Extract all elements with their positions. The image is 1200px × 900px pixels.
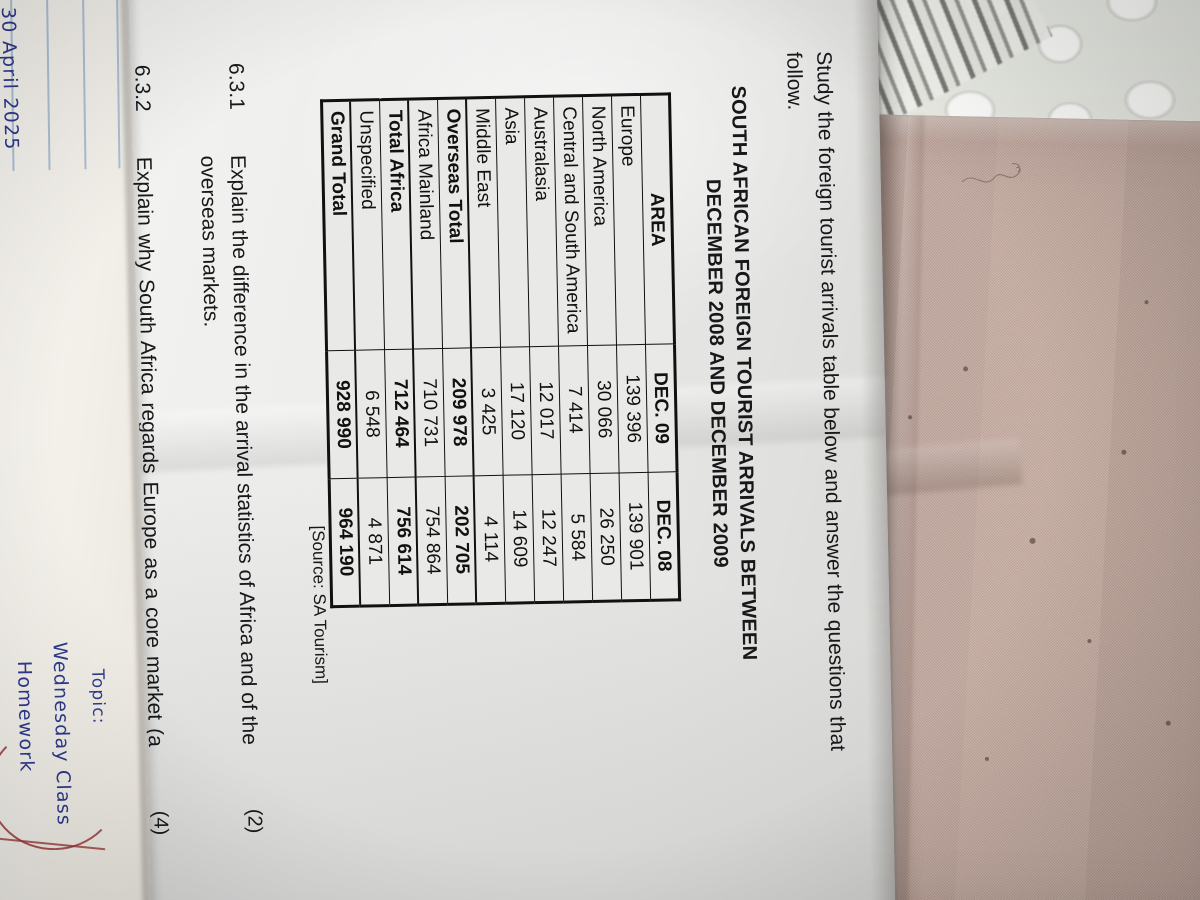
column-header-dec09: DEC. 09 (645, 343, 678, 473)
table-title: SOUTH AFRICAN FOREIGN TOURIST ARRIVALS B… (701, 85, 761, 661)
instruction-text: Study the foreign tourist arrivals table… (782, 51, 850, 752)
cell-area: Central and South America (553, 95, 588, 347)
cell-dec08: 5 584 (561, 473, 593, 603)
sub-question-632-marks: (4) (149, 810, 172, 836)
worksheet-page: 3 Study the foreign tourist arrivals tab… (71, 0, 898, 900)
red-annotation-circle (0, 724, 122, 852)
cell-area: North America (582, 95, 617, 346)
cell-area: Total Africa (379, 99, 414, 350)
cell-dec09: 17 120 (500, 346, 533, 476)
cell-dec09: 209 978 (442, 347, 475, 477)
sub-question-631-marks: (2) (243, 808, 266, 834)
table-source: [Source: SA Tourism] (308, 525, 331, 685)
cell-dec08: 26 250 (590, 472, 622, 602)
fabric-speck (1165, 720, 1171, 726)
cell-dec08: 139 901 (619, 472, 651, 601)
cell-dec09: 6 548 (355, 349, 388, 479)
column-header-dec08: DEC. 08 (648, 471, 680, 601)
cell-dec09: 7 414 (558, 345, 591, 475)
cell-area: Unspecified (350, 99, 385, 351)
fabric-speck (1144, 300, 1149, 305)
cell-area: Middle East (466, 97, 501, 348)
cell-dec09: 30 066 (587, 344, 620, 474)
cell-dec08: 202 705 (445, 475, 477, 605)
cell-dec09: 139 396 (616, 344, 649, 473)
notebook-page: 30 April 2025 Homework Wednesday Class T… (0, 0, 152, 900)
worksheet-content: 3 Study the foreign tourist arrivals tab… (71, 0, 895, 900)
fabric-speck (1087, 639, 1092, 644)
sub-question-631-label: 6.3.1 (224, 62, 249, 110)
cell-dec08: 964 190 (329, 478, 361, 607)
fabric-speck (1121, 449, 1127, 455)
cell-dec09: 928 990 (326, 350, 359, 479)
cell-area: Asia (495, 96, 530, 348)
cell-area: Grand Total (321, 100, 356, 351)
cell-dec08: 756 614 (387, 477, 419, 606)
cell-area: Overseas Total (437, 97, 472, 349)
cell-dec08: 754 864 (416, 476, 448, 605)
fabric-speck (908, 415, 913, 420)
notebook-rule (81, 0, 87, 170)
notebook-rule (45, 0, 51, 171)
handwritten-date: 30 April 2025 (0, 6, 23, 151)
handwritten-topic: Topic: (87, 668, 109, 725)
notebook-rule (115, 0, 121, 169)
cell-area: Africa Mainland (408, 98, 443, 350)
cell-area: Australasia (524, 96, 559, 347)
cell-dec09: 712 464 (384, 349, 417, 478)
fabric-speck (1029, 537, 1036, 544)
cell-dec09: 12 017 (529, 346, 562, 475)
cell-area: Europe (611, 94, 646, 345)
cell-dec08: 12 247 (532, 474, 564, 603)
cell-dec09: 710 731 (413, 348, 446, 478)
fabric-speck (963, 366, 969, 372)
cell-dec08: 4 114 (474, 475, 506, 604)
cell-dec08: 14 609 (503, 474, 535, 604)
fabric-speck (984, 756, 989, 761)
column-header-area: AREA (640, 93, 675, 345)
question-number: 3 (811, 0, 835, 2)
sub-question-631: 6.3.1 Explain the difference in the arri… (189, 63, 265, 824)
table-body: Europe 139 396 139 901 North America 30 066 2… (321, 94, 651, 607)
tourist-arrivals-table: AREA DEC. 09 DEC. 08 Europe 139 396 139 90… (320, 92, 682, 609)
sub-question-631-text: Explain the difference in the arrival st… (195, 154, 261, 746)
cell-dec09: 3 425 (471, 347, 504, 476)
cell-dec08: 4 871 (358, 477, 390, 607)
